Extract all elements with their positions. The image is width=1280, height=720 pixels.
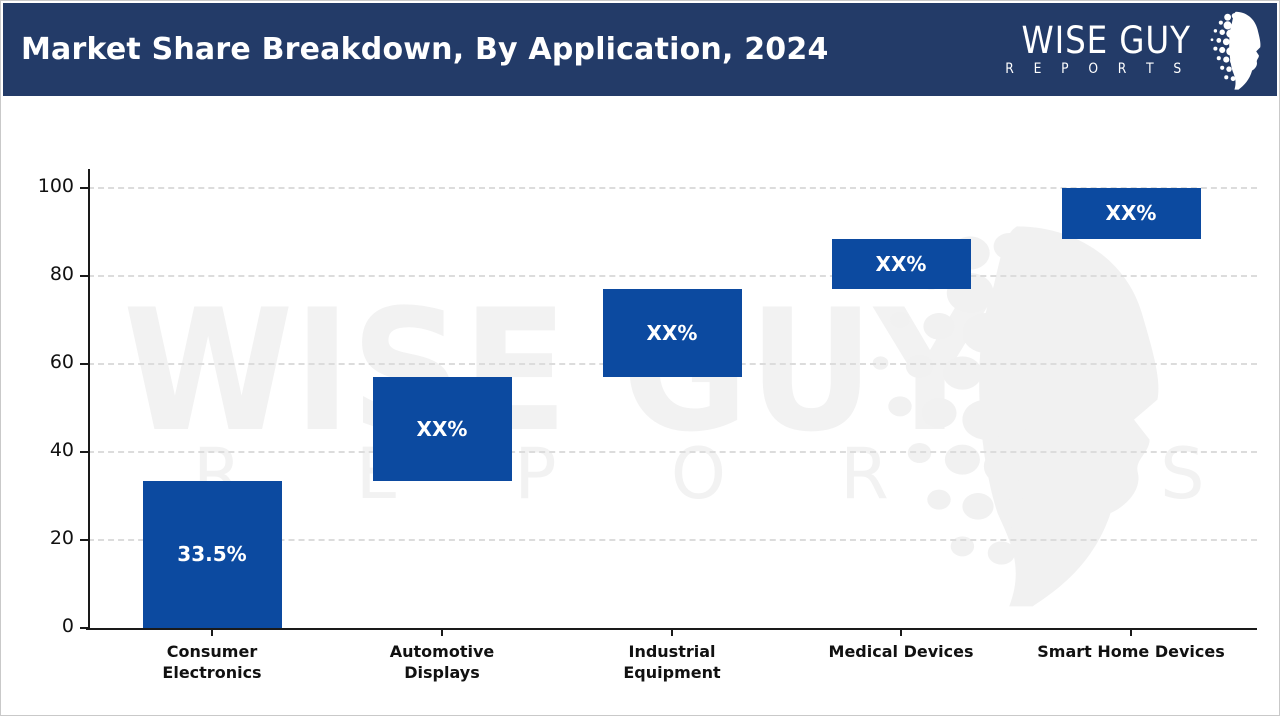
bar-consumer-electronics: 33.5% (142, 480, 282, 628)
y-tick-20 (80, 539, 88, 541)
header-bar: Market Share Breakdown, By Application, … (3, 3, 1277, 96)
x-axis-line (86, 628, 1257, 630)
y-tick-60 (80, 363, 88, 365)
y-tick-label-40: 40 (49, 439, 74, 461)
watermark-wiseguy-text: WISE GUY (123, 273, 986, 469)
y-axis-line (88, 169, 90, 630)
bar-value-label-medical-devices: XX% (875, 251, 927, 276)
category-label-smart-home-devices: Smart Home Devices (1037, 642, 1225, 661)
category-label-consumer-electronics: Consumer Electronics (162, 642, 262, 682)
y-tick-0 (80, 627, 88, 629)
gridline-80 (88, 275, 1257, 277)
y-tick-label-100: 100 (37, 175, 74, 197)
logo-head-icon (1210, 11, 1261, 90)
bar-industrial-equipment: XX% (602, 289, 742, 378)
bar-value-label-consumer-electronics: 33.5% (177, 542, 247, 567)
y-tick-40 (80, 451, 88, 453)
logo-wiseguy-label: WISE GUY (1021, 18, 1191, 62)
bar-smart-home-devices: XX% (1061, 188, 1201, 239)
y-tick-label-0: 0 (61, 615, 74, 637)
bar-automotive-displays: XX% (372, 377, 512, 481)
bar-value-label-automotive-displays: XX% (416, 416, 468, 441)
page-title: Market Share Breakdown, By Application, … (21, 32, 829, 67)
x-tick-smart-home-devices (1130, 628, 1132, 636)
y-tick-80 (80, 275, 88, 277)
category-label-automotive-displays: Automotive Displays (389, 642, 495, 682)
y-tick-label-20: 20 (49, 527, 74, 549)
bar-value-label-smart-home-devices: XX% (1105, 201, 1157, 226)
gridline-20 (88, 539, 1257, 541)
category-label-medical-devices: Medical Devices (828, 642, 974, 661)
gridline-40 (88, 451, 1257, 453)
gridline-100 (88, 187, 1257, 189)
category-label-industrial-equipment: Industrial Equipment (623, 642, 721, 682)
bar-medical-devices: XX% (831, 238, 971, 290)
x-tick-medical-devices (900, 628, 902, 636)
x-tick-consumer-electronics (211, 628, 213, 636)
x-tick-automotive-displays (441, 628, 443, 636)
logo-reports-label: R E P O R T S (1005, 60, 1190, 77)
x-tick-industrial-equipment (671, 628, 673, 636)
bar-value-label-industrial-equipment: XX% (646, 321, 698, 346)
y-tick-100 (80, 187, 88, 189)
logo-text: WISE GUY R E P O R T S (1005, 18, 1191, 78)
y-tick-label-80: 80 (49, 263, 74, 285)
wise-guy-reports-logo: WISE GUY R E P O R T S (980, 9, 1263, 91)
y-tick-label-60: 60 (49, 351, 74, 373)
